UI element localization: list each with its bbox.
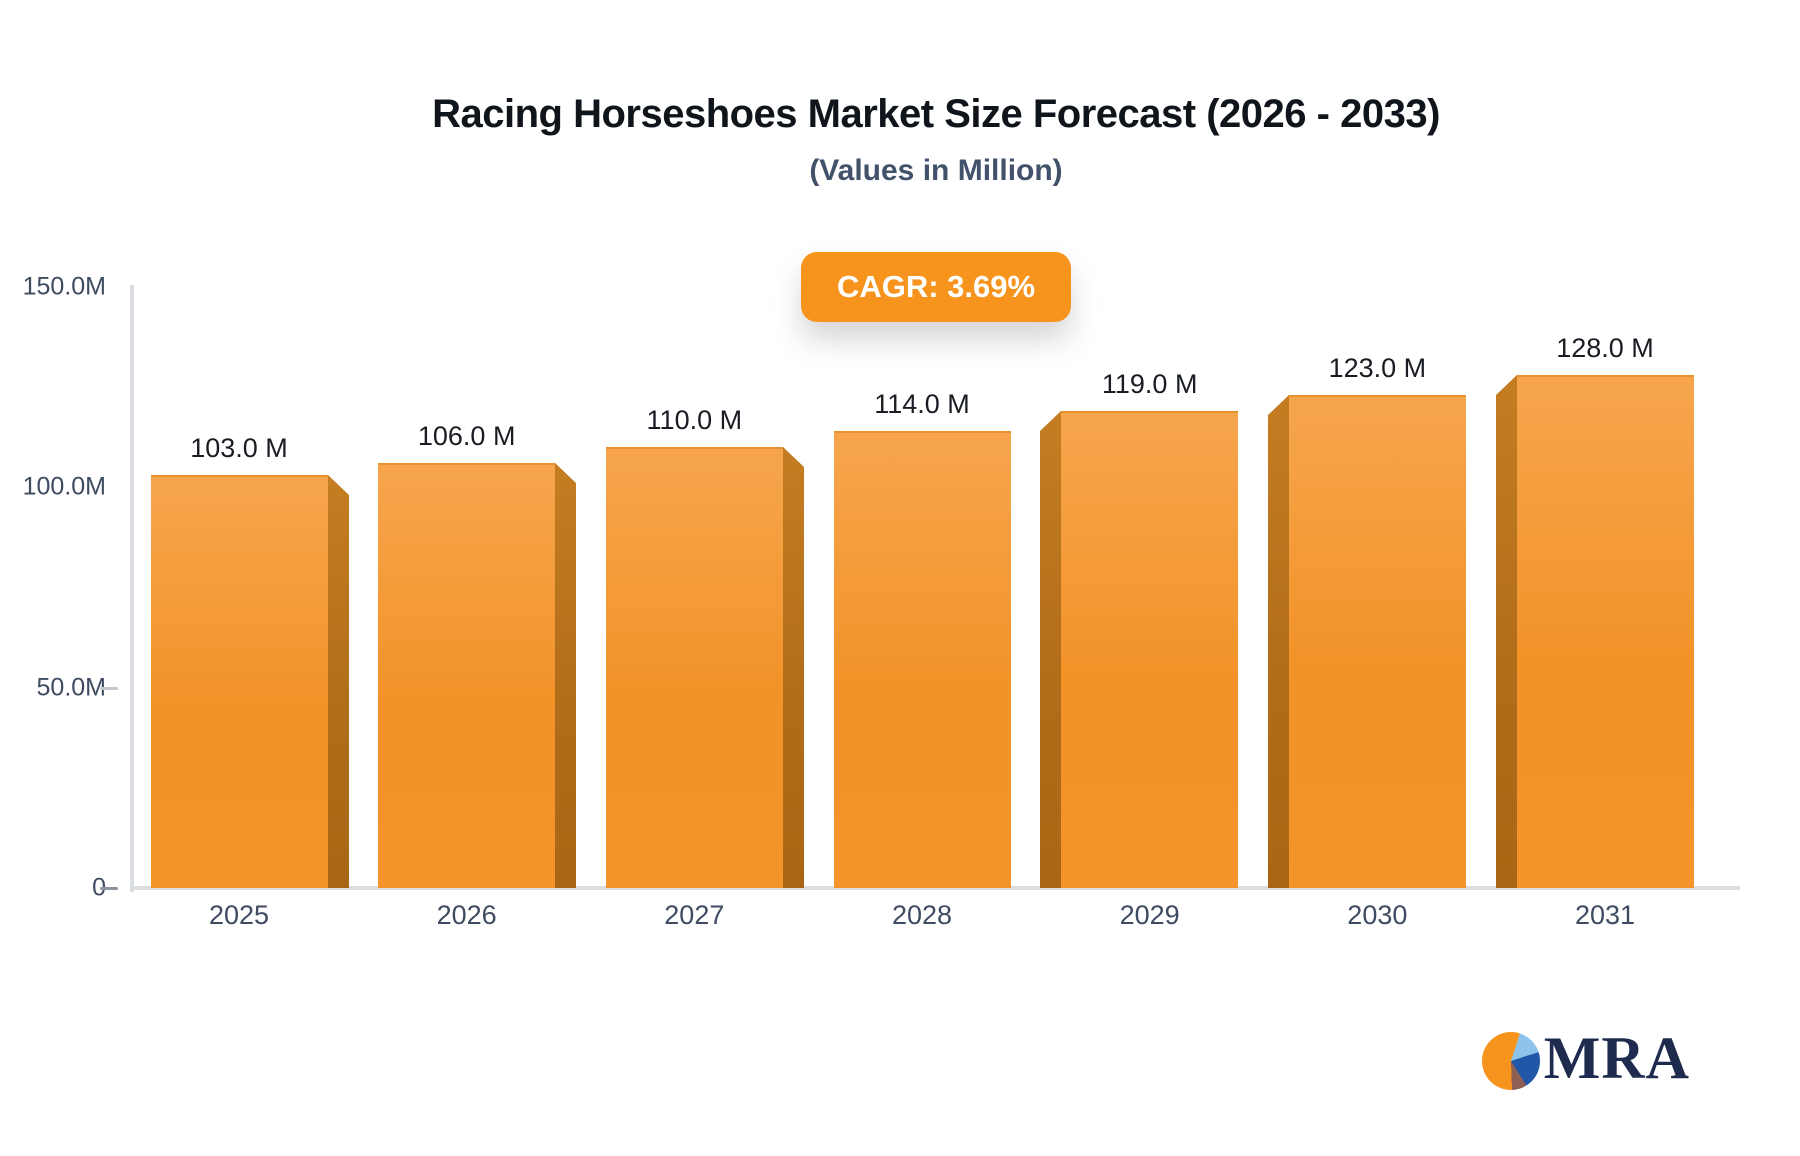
bar-value-label-2030: 123.0 M <box>1328 353 1427 383</box>
bar-value-label-2026: 106.0 M <box>417 421 516 451</box>
y-tick-mark <box>100 887 118 890</box>
bar-3d-side-2027 <box>783 447 804 888</box>
x-tick-label-2025: 2025 <box>208 900 270 930</box>
bar-2031[interactable] <box>1517 375 1694 888</box>
chart-header: Racing Horseshoes Market Size Forecast (… <box>132 92 1740 188</box>
bar-2025[interactable] <box>151 475 328 888</box>
pie-chart-logo-icon <box>1481 1032 1540 1090</box>
chart-subtitle: (Values in Million) <box>809 154 1063 187</box>
bar-value-label-2031: 128.0 M <box>1556 333 1654 363</box>
chart-title: Racing Horseshoes Market Size Forecast (… <box>432 92 1440 136</box>
y-tick-label: 50.0M <box>36 673 106 702</box>
brand-logo: MRA <box>1481 1028 1690 1090</box>
bar-2026[interactable] <box>378 463 555 888</box>
bar-2030[interactable] <box>1289 395 1466 888</box>
bar-value-label-2029: 119.0 M <box>1101 369 1198 399</box>
bar-3d-side-2031 <box>1496 375 1517 888</box>
brand-logo-text: MRA <box>1543 1025 1690 1091</box>
badge-row: CAGR: 3.69% <box>132 252 1740 322</box>
y-axis-line <box>130 285 134 892</box>
y-tick-label: 100.0M <box>22 472 106 501</box>
cagr-badge: CAGR: 3.69% <box>800 252 1072 322</box>
x-axis-line <box>130 886 1740 890</box>
bar-2028[interactable] <box>834 431 1011 888</box>
bar-3d-side-2025 <box>328 475 349 888</box>
bar-2027[interactable] <box>606 447 783 888</box>
y-tick-label: 150.0M <box>22 272 106 301</box>
x-tick-label-2027: 2027 <box>664 900 725 930</box>
bar-3d-side-2030 <box>1268 395 1289 888</box>
bar-value-label-2027: 110.0 M <box>646 405 743 435</box>
x-tick-label-2026: 2026 <box>436 900 497 930</box>
x-tick-label-2029: 2029 <box>1119 900 1180 930</box>
x-tick-label-2028: 2028 <box>891 900 953 930</box>
bar-value-label-2028: 114.0 M <box>874 389 970 419</box>
x-tick-label-2031: 2031 <box>1574 900 1636 930</box>
bar-value-label-2025: 103.0 M <box>190 433 288 463</box>
x-tick-label-2030: 2030 <box>1347 900 1408 930</box>
bar-2029[interactable] <box>1061 411 1238 888</box>
y-tick-label: 0 <box>92 873 106 902</box>
y-tick-mark <box>100 686 118 690</box>
bar-3d-side-2026 <box>555 463 576 888</box>
bar-3d-side-2029 <box>1040 411 1061 888</box>
